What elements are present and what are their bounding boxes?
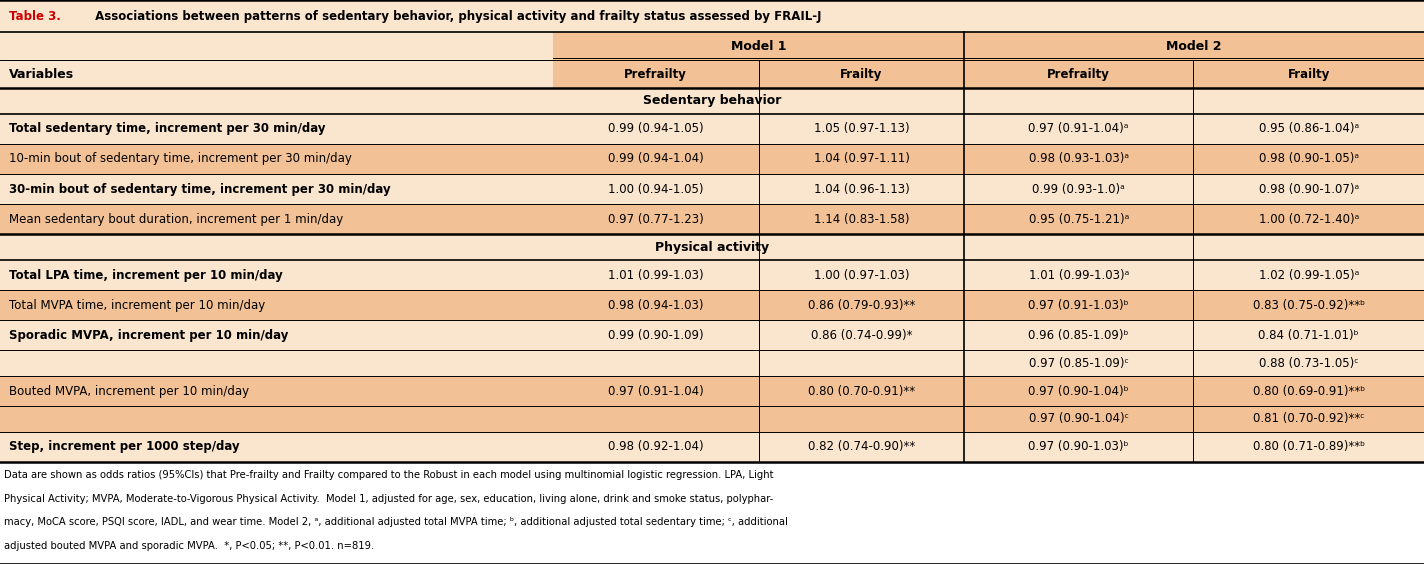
Text: Table 3.: Table 3. bbox=[9, 10, 60, 23]
Text: Variables: Variables bbox=[9, 68, 74, 81]
Text: 1.02 (0.99-1.05)ᵃ: 1.02 (0.99-1.05)ᵃ bbox=[1259, 268, 1358, 281]
Text: 0.97 (0.91-1.04): 0.97 (0.91-1.04) bbox=[608, 385, 703, 398]
Text: 1.00 (0.72-1.40)ᵃ: 1.00 (0.72-1.40)ᵃ bbox=[1259, 213, 1358, 226]
Bar bbox=[0, 60, 553, 88]
Text: adjusted bouted MVPA and sporadic MVPA.  *, P<0.05; **, P<0.01. n=819.: adjusted bouted MVPA and sporadic MVPA. … bbox=[4, 541, 375, 551]
Text: 0.95 (0.86-1.04)ᵃ: 0.95 (0.86-1.04)ᵃ bbox=[1259, 122, 1358, 135]
Text: Frailty: Frailty bbox=[840, 68, 883, 81]
Text: 0.99 (0.93-1.0)ᵃ: 0.99 (0.93-1.0)ᵃ bbox=[1032, 183, 1125, 196]
Bar bbox=[0, 88, 1424, 114]
Bar bbox=[0, 235, 1424, 260]
Text: 0.98 (0.90-1.07)ᵃ: 0.98 (0.90-1.07)ᵃ bbox=[1259, 183, 1358, 196]
Text: 0.99 (0.94-1.04): 0.99 (0.94-1.04) bbox=[608, 152, 703, 165]
Bar bbox=[0, 431, 1424, 462]
Bar bbox=[0, 350, 1424, 376]
Bar bbox=[553, 33, 1424, 60]
Text: Bouted MVPA, increment per 10 min/day: Bouted MVPA, increment per 10 min/day bbox=[9, 385, 249, 398]
Text: macy, MoCA score, PSQI score, IADL, and wear time. Model 2, ᵃ, additional adjust: macy, MoCA score, PSQI score, IADL, and … bbox=[4, 517, 787, 527]
Text: 0.98 (0.94-1.03): 0.98 (0.94-1.03) bbox=[608, 299, 703, 312]
Text: 0.97 (0.91-1.04)ᵃ: 0.97 (0.91-1.04)ᵃ bbox=[1028, 122, 1129, 135]
Text: Sedentary behavior: Sedentary behavior bbox=[642, 94, 782, 108]
Text: 0.97 (0.90-1.03)ᵇ: 0.97 (0.90-1.03)ᵇ bbox=[1028, 440, 1129, 453]
Text: 1.04 (0.97-1.11): 1.04 (0.97-1.11) bbox=[813, 152, 910, 165]
Text: 1.01 (0.99-1.03): 1.01 (0.99-1.03) bbox=[608, 268, 703, 281]
Text: 1.14 (0.83-1.58): 1.14 (0.83-1.58) bbox=[813, 213, 910, 226]
Text: Sporadic MVPA, increment per 10 min/day: Sporadic MVPA, increment per 10 min/day bbox=[9, 329, 288, 342]
Text: 0.88 (0.73-1.05)ᶜ: 0.88 (0.73-1.05)ᶜ bbox=[1259, 357, 1358, 370]
Bar bbox=[0, 376, 1424, 406]
Text: 30-min bout of sedentary time, increment per 30 min/day: 30-min bout of sedentary time, increment… bbox=[9, 183, 390, 196]
Text: Total LPA time, increment per 10 min/day: Total LPA time, increment per 10 min/day bbox=[9, 268, 282, 281]
Text: Associations between patterns of sedentary behavior, physical activity and frail: Associations between patterns of sedenta… bbox=[91, 10, 822, 23]
Text: 0.97 (0.91-1.03)ᵇ: 0.97 (0.91-1.03)ᵇ bbox=[1028, 299, 1129, 312]
Text: 0.82 (0.74-0.90)**: 0.82 (0.74-0.90)** bbox=[807, 440, 916, 453]
Bar bbox=[0, 260, 1424, 290]
Text: Prefrailty: Prefrailty bbox=[624, 68, 688, 81]
Text: 0.97 (0.90-1.04)ᵇ: 0.97 (0.90-1.04)ᵇ bbox=[1028, 385, 1129, 398]
Text: Data are shown as odds ratios (95%CIs) that Pre-frailty and Frailty compared to : Data are shown as odds ratios (95%CIs) t… bbox=[4, 470, 773, 480]
Bar bbox=[0, 0, 1424, 33]
Text: 0.80 (0.71-0.89)**ᵇ: 0.80 (0.71-0.89)**ᵇ bbox=[1253, 440, 1364, 453]
Text: 10-min bout of sedentary time, increment per 30 min/day: 10-min bout of sedentary time, increment… bbox=[9, 152, 352, 165]
Text: 0.86 (0.74-0.99)*: 0.86 (0.74-0.99)* bbox=[810, 329, 913, 342]
Text: 0.96 (0.85-1.09)ᵇ: 0.96 (0.85-1.09)ᵇ bbox=[1028, 329, 1129, 342]
Text: 0.99 (0.90-1.09): 0.99 (0.90-1.09) bbox=[608, 329, 703, 342]
Text: Physical Activity; MVPA, Moderate-to-Vigorous Physical Activity.  Model 1, adjus: Physical Activity; MVPA, Moderate-to-Vig… bbox=[4, 494, 773, 504]
Text: 0.97 (0.90-1.04)ᶜ: 0.97 (0.90-1.04)ᶜ bbox=[1028, 412, 1129, 425]
Text: Frailty: Frailty bbox=[1287, 68, 1330, 81]
Bar bbox=[0, 204, 1424, 235]
Bar bbox=[0, 406, 1424, 431]
Text: 0.83 (0.75-0.92)**ᵇ: 0.83 (0.75-0.92)**ᵇ bbox=[1253, 299, 1364, 312]
Bar bbox=[0, 33, 553, 60]
Text: 1.01 (0.99-1.03)ᵃ: 1.01 (0.99-1.03)ᵃ bbox=[1028, 268, 1129, 281]
Text: 0.97 (0.85-1.09)ᶜ: 0.97 (0.85-1.09)ᶜ bbox=[1028, 357, 1129, 370]
Bar bbox=[0, 114, 1424, 144]
Text: Mean sedentary bout duration, increment per 1 min/day: Mean sedentary bout duration, increment … bbox=[9, 213, 343, 226]
Bar bbox=[0, 462, 1424, 564]
Text: 1.00 (0.97-1.03): 1.00 (0.97-1.03) bbox=[813, 268, 910, 281]
Bar bbox=[0, 290, 1424, 320]
Text: Prefrailty: Prefrailty bbox=[1047, 68, 1111, 81]
Text: 0.99 (0.94-1.05): 0.99 (0.94-1.05) bbox=[608, 122, 703, 135]
Text: 1.00 (0.94-1.05): 1.00 (0.94-1.05) bbox=[608, 183, 703, 196]
Text: Model 2: Model 2 bbox=[1166, 40, 1222, 53]
Text: 0.84 (0.71-1.01)ᵇ: 0.84 (0.71-1.01)ᵇ bbox=[1259, 329, 1358, 342]
Text: 0.81 (0.70-0.92)**ᶜ: 0.81 (0.70-0.92)**ᶜ bbox=[1253, 412, 1364, 425]
Text: 0.80 (0.69-0.91)**ᵇ: 0.80 (0.69-0.91)**ᵇ bbox=[1253, 385, 1364, 398]
Text: Physical activity: Physical activity bbox=[655, 241, 769, 254]
Bar bbox=[0, 174, 1424, 204]
Text: Model 1: Model 1 bbox=[731, 40, 786, 53]
Text: 1.05 (0.97-1.13): 1.05 (0.97-1.13) bbox=[813, 122, 910, 135]
Text: Step, increment per 1000 step/day: Step, increment per 1000 step/day bbox=[9, 440, 239, 453]
Text: 0.98 (0.90-1.05)ᵃ: 0.98 (0.90-1.05)ᵃ bbox=[1259, 152, 1358, 165]
Text: 0.80 (0.70-0.91)**: 0.80 (0.70-0.91)** bbox=[807, 385, 916, 398]
Text: 0.95 (0.75-1.21)ᵃ: 0.95 (0.75-1.21)ᵃ bbox=[1028, 213, 1129, 226]
Bar bbox=[0, 144, 1424, 174]
Text: 1.04 (0.96-1.13): 1.04 (0.96-1.13) bbox=[813, 183, 910, 196]
Bar bbox=[553, 60, 1424, 88]
Text: Total MVPA time, increment per 10 min/day: Total MVPA time, increment per 10 min/da… bbox=[9, 299, 265, 312]
Text: Total sedentary time, increment per 30 min/day: Total sedentary time, increment per 30 m… bbox=[9, 122, 325, 135]
Text: 0.97 (0.77-1.23): 0.97 (0.77-1.23) bbox=[608, 213, 703, 226]
Text: 0.86 (0.79-0.93)**: 0.86 (0.79-0.93)** bbox=[807, 299, 916, 312]
Bar bbox=[0, 320, 1424, 350]
Text: 0.98 (0.93-1.03)ᵃ: 0.98 (0.93-1.03)ᵃ bbox=[1028, 152, 1129, 165]
Text: 0.98 (0.92-1.04): 0.98 (0.92-1.04) bbox=[608, 440, 703, 453]
